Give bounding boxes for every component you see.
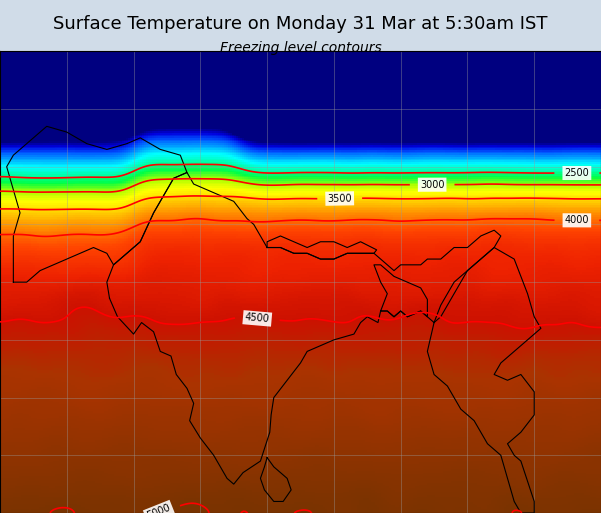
Text: 3500: 3500 [328,193,352,204]
Text: Freezing level contours: Freezing level contours [219,41,382,55]
Text: Surface Temperature on Monday 31 Mar at 5:30am IST: Surface Temperature on Monday 31 Mar at … [53,15,548,33]
Text: 4500: 4500 [245,312,270,324]
Text: 4000: 4000 [564,215,589,225]
Text: 3000: 3000 [420,180,444,190]
Text: 5000: 5000 [145,502,172,513]
Text: 2500: 2500 [564,168,589,178]
